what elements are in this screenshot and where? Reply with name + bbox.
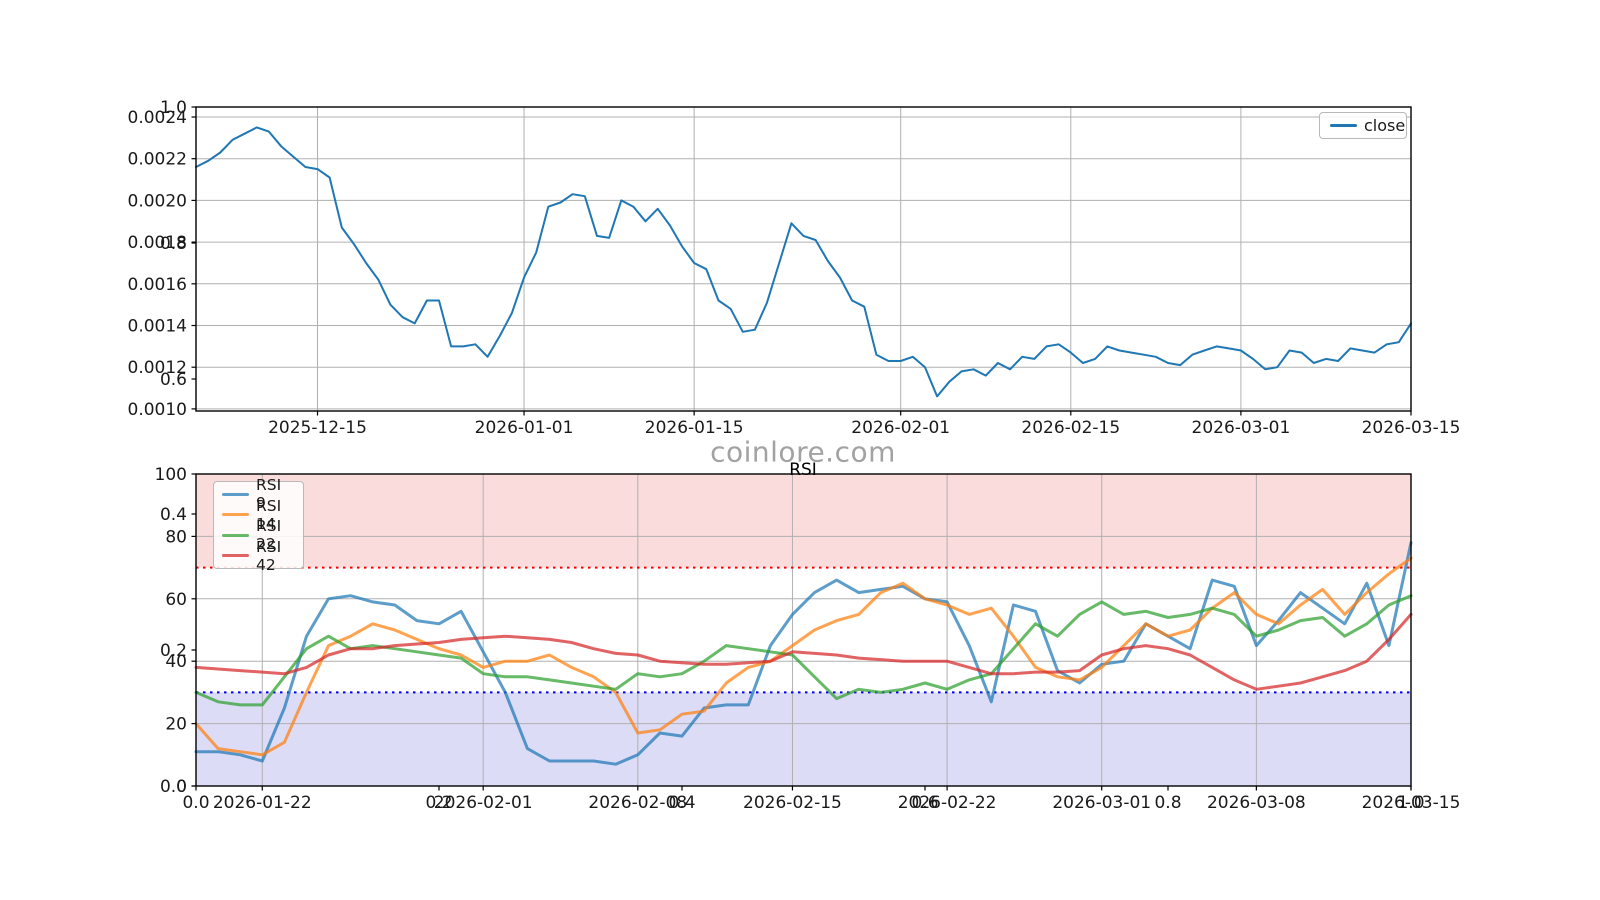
rsi14-line-swatch: [222, 513, 249, 517]
x-tick-label: 2026-03-01: [1192, 418, 1291, 438]
series-line-rsi42: [194, 612, 1413, 691]
hidden-y-tick-label: 0.2: [160, 641, 187, 661]
x-tick-label: 2026-03-08: [1207, 793, 1306, 813]
y-tick-label: 0.0024: [128, 108, 187, 128]
hidden-x-tick-label: 0.8: [1154, 793, 1181, 813]
series-line-rsi22: [194, 594, 1413, 707]
y-tick-label: 0.0020: [128, 191, 187, 211]
legend-label-close: close: [1364, 116, 1406, 135]
legend-label-rsi14: RSI 14: [256, 496, 282, 533]
x-tick-label: 2026-03-15: [1362, 418, 1461, 438]
rsi9-line-swatch: [222, 492, 249, 496]
y-tick-label: 0: [176, 777, 187, 797]
legend-rsi: RSI 9 RSI 14 RSI 22 RSI 42: [213, 476, 304, 574]
hidden-y-tick-label: 1.0: [160, 98, 187, 118]
hidden-x-tick-label: 0.2: [425, 793, 452, 813]
x-tick-label: 2026-03-01: [1052, 793, 1151, 813]
series-line-close: [195, 126, 1412, 398]
legend-close: close: [1319, 112, 1407, 139]
y-tick-label: 0.0016: [128, 275, 187, 295]
hidden-y-tick-label: 0.8: [160, 234, 187, 254]
overbought-band: [196, 474, 1411, 568]
x-tick-label: 2026-02-01: [851, 418, 950, 438]
y-tick-label: 20: [165, 715, 187, 735]
legend-label-rsi22: RSI 22: [256, 517, 282, 554]
x-tick-label: 2026-02-22: [898, 793, 997, 813]
x-tick-label: 2026-01-22: [213, 793, 312, 813]
rsi42-line-swatch: [222, 554, 249, 558]
series-line-rsi9: [194, 541, 1413, 766]
rsi22-line-swatch: [222, 533, 249, 537]
watermark-text: coinlore.com: [710, 435, 896, 469]
x-tick-label: 2026-02-15: [1021, 418, 1120, 438]
series-line-rsi14: [194, 556, 1413, 757]
x-tick-label: 2026-03-15: [1362, 793, 1461, 813]
y-tick-label: 0.0018: [128, 233, 187, 253]
x-tick-label: 2026-02-15: [743, 793, 842, 813]
x-tick-label: 2026-01-15: [645, 418, 744, 438]
legend-entry-rsi22: RSI 22: [222, 517, 295, 553]
oversold-band: [196, 692, 1411, 786]
y-tick-label: 0.0010: [128, 400, 187, 420]
hidden-y-tick-label: 0.4: [160, 505, 187, 525]
plot-border: [195, 106, 1412, 412]
x-tick-label: 2026-02-08: [588, 793, 687, 813]
plot-border: [195, 473, 1412, 787]
y-tick-label: 0.0012: [128, 358, 187, 378]
y-tick-label: 80: [165, 527, 187, 547]
hidden-x-tick-label: 0.6: [911, 793, 938, 813]
x-tick-label: 2026-02-01: [434, 793, 533, 813]
hidden-y-tick-label: 0.6: [160, 370, 187, 390]
legend-label-rsi42: RSI 42: [256, 537, 282, 574]
y-tick-label: 0.0014: [128, 317, 187, 337]
hidden-x-tick-label: 0.4: [668, 793, 695, 813]
legend-label-rsi9: RSI 9: [256, 476, 282, 513]
legend-entry-rsi9: RSI 9: [222, 476, 295, 512]
legend-entry-rsi14: RSI 14: [222, 497, 295, 533]
legend-entry-rsi42: RSI 42: [222, 538, 295, 574]
x-tick-label: 2025-12-15: [268, 418, 367, 438]
y-tick-label: 100: [155, 465, 187, 485]
hidden-y-tick-label: 0.0: [160, 777, 187, 797]
legend-entry-close: close: [1330, 115, 1405, 136]
x-tick-label: 2026-01-01: [475, 418, 574, 438]
close-line-swatch: [1330, 124, 1357, 127]
y-tick-label: 60: [165, 590, 187, 610]
y-tick-label: 40: [165, 652, 187, 672]
hidden-x-tick-label: 1.0: [1397, 793, 1424, 813]
y-tick-label: 0.0022: [128, 150, 187, 170]
hidden-x-tick-label: 0.0: [182, 793, 209, 813]
rsi-panel-title: RSI: [789, 460, 817, 480]
